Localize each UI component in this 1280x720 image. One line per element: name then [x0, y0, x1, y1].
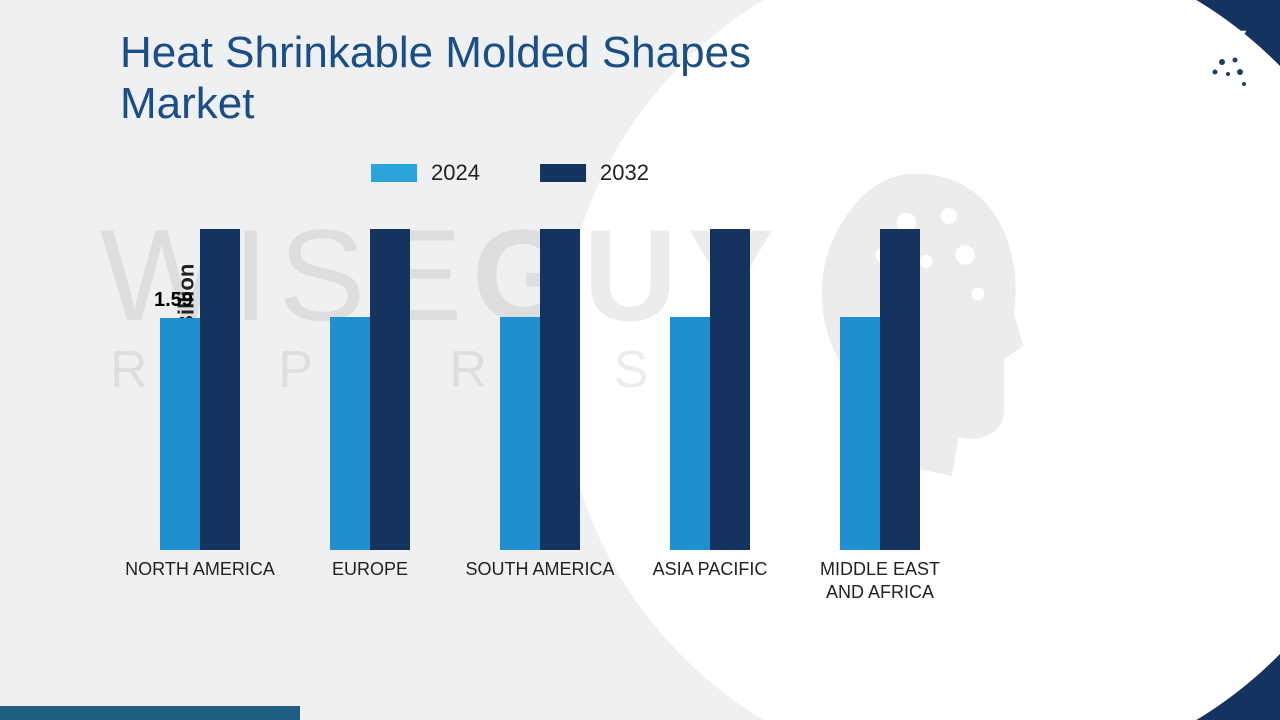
- bar-2024: [670, 317, 710, 550]
- brand-logo: WISEGUY REPORTS: [1050, 24, 1250, 81]
- bar-value-label: 1.59: [154, 289, 193, 312]
- bar-2032: [540, 229, 580, 550]
- legend-swatch-2024: [371, 164, 417, 182]
- category-label: MIDDLE EAST AND AFRICA: [805, 558, 955, 603]
- chart-area: Market Size in USD Billion 2024 2032 1.5…: [50, 160, 970, 640]
- bottom-accent-bar: [0, 706, 300, 720]
- bar-2032: [370, 229, 410, 550]
- bar-2024: [330, 317, 370, 550]
- plot-area: 1.59: [130, 200, 960, 550]
- bar-2032: [880, 229, 920, 550]
- legend-label-2024: 2024: [431, 160, 480, 186]
- legend-item-2024: 2024: [371, 160, 480, 186]
- category-label: SOUTH AMERICA: [465, 558, 615, 581]
- bar-2024: [840, 317, 880, 550]
- legend-item-2032: 2032: [540, 160, 649, 186]
- chart-title: Heat Shrinkable Molded Shapes Market: [120, 28, 820, 129]
- bar-2032: [200, 229, 240, 550]
- head-silhouette-icon: [1180, 42, 1260, 142]
- bar-2024: [160, 318, 200, 550]
- category-label: EUROPE: [295, 558, 445, 581]
- bar-2024: [500, 317, 540, 550]
- category-label: NORTH AMERICA: [125, 558, 275, 581]
- legend-swatch-2032: [540, 164, 586, 182]
- legend-label-2032: 2032: [600, 160, 649, 186]
- legend: 2024 2032: [371, 160, 649, 186]
- chart-stage: WISEGUY REPORTS Heat Shrinkable Molded S…: [0, 0, 1280, 720]
- bar-2032: [710, 229, 750, 550]
- category-label: ASIA PACIFIC: [635, 558, 785, 581]
